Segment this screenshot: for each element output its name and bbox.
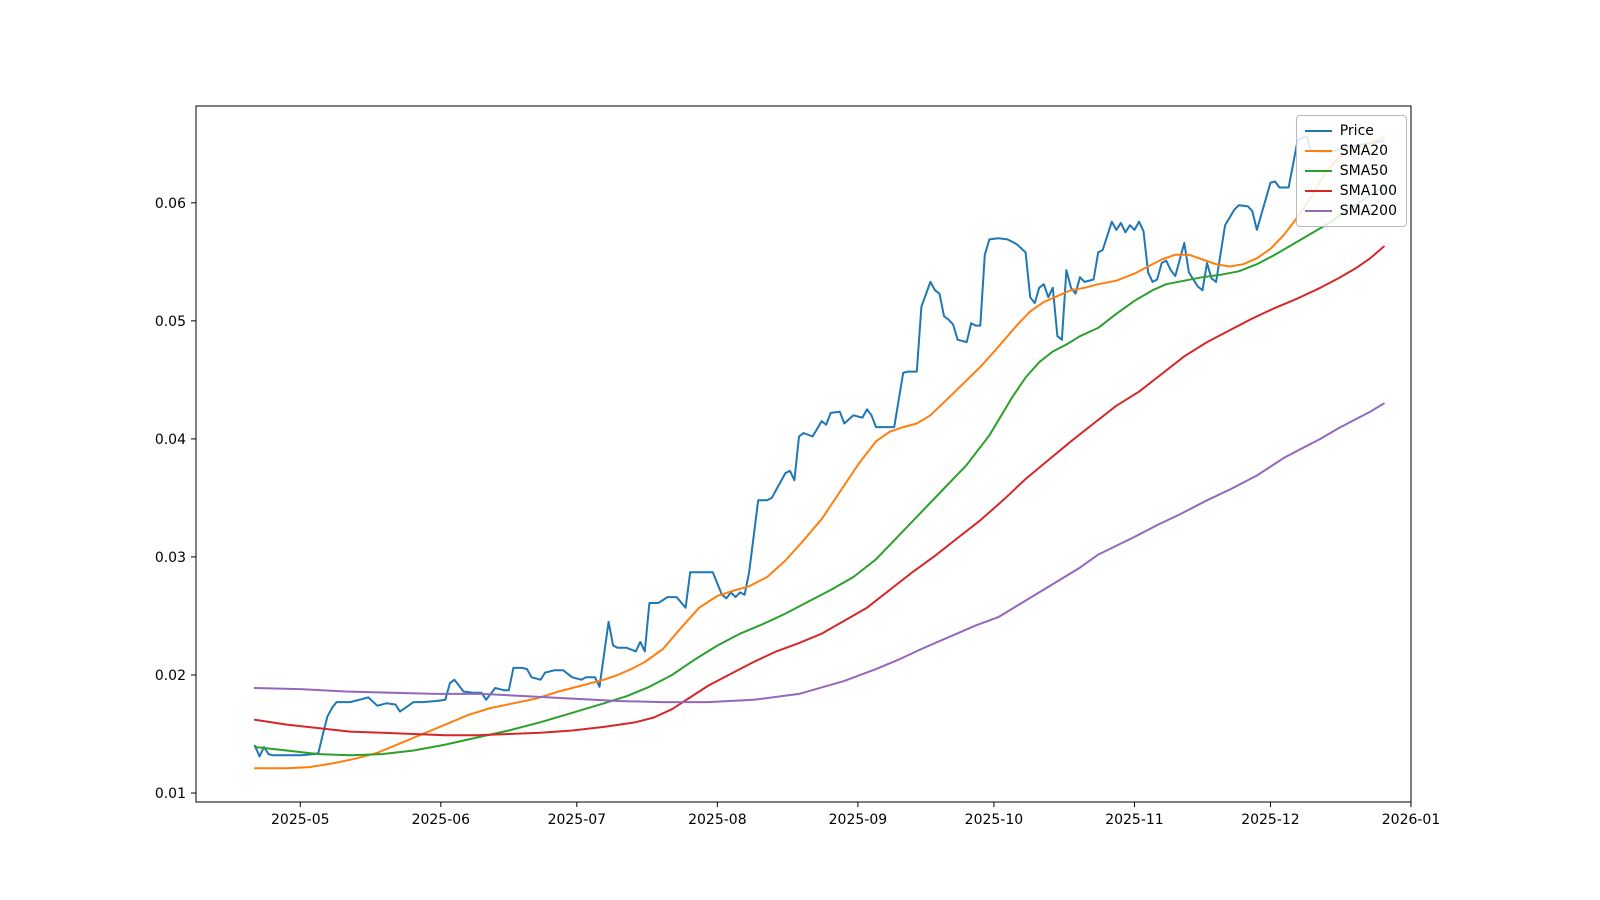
x-tick-label: 2025-09 — [829, 812, 888, 828]
x-tick-label: 2025-11 — [1105, 812, 1164, 828]
plot-area — [195, 105, 1412, 803]
y-tick-label: 0.03 — [155, 550, 186, 566]
legend-label: SMA50 — [1339, 163, 1389, 179]
legend-entry-sma100: SMA100 — [1304, 181, 1397, 201]
legend-entry-sma20: SMA20 — [1304, 141, 1397, 161]
legend: Price SMA20 SMA50 SMA100 SMA200 — [1295, 115, 1407, 227]
legend-label: SMA20 — [1339, 143, 1389, 159]
x-tick-label: 2025-12 — [1241, 812, 1300, 828]
x-tick-label: 2025-08 — [688, 812, 747, 828]
y-tick-label: 0.04 — [155, 432, 186, 448]
series-line-sma50 — [253, 185, 1385, 757]
x-tick-label: 2025-10 — [965, 812, 1024, 828]
series-line-sma20 — [253, 136, 1385, 770]
series-line-sma100 — [253, 245, 1385, 737]
x-tick-label: 2025-05 — [271, 812, 330, 828]
legend-line-swatch — [1304, 150, 1332, 152]
legend-line-swatch — [1304, 170, 1332, 172]
y-tick-label: 0.01 — [155, 786, 186, 802]
y-tick-label: 0.02 — [155, 668, 186, 684]
legend-entry-sma50: SMA50 — [1304, 161, 1397, 181]
legend-entry-price: Price — [1304, 121, 1397, 141]
legend-entry-sma200: SMA200 — [1304, 201, 1397, 221]
series-line-price — [253, 135, 1385, 758]
x-tick-label: 2026-01 — [1382, 812, 1441, 828]
y-tick-label: 0.05 — [155, 314, 186, 330]
series-line-sma200 — [253, 402, 1385, 704]
legend-label: SMA100 — [1339, 183, 1397, 199]
legend-line-swatch — [1304, 190, 1332, 192]
y-tick-label: 0.06 — [155, 196, 186, 212]
legend-line-swatch — [1304, 210, 1332, 212]
legend-label: SMA200 — [1339, 203, 1397, 219]
legend-label: Price — [1339, 123, 1374, 139]
x-tick-label: 2025-06 — [412, 812, 471, 828]
legend-line-swatch — [1304, 130, 1332, 132]
x-tick-label: 2025-07 — [548, 812, 607, 828]
